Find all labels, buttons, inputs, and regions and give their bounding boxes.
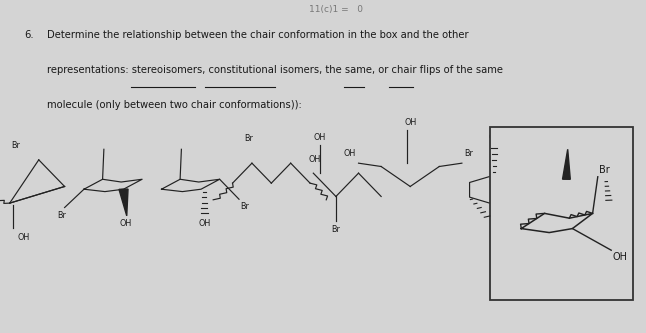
Bar bbox=[490, 127, 633, 300]
Text: Determine the relationship between the chair conformation in the box and the oth: Determine the relationship between the c… bbox=[47, 30, 468, 40]
Text: Br: Br bbox=[57, 211, 66, 220]
Text: Br: Br bbox=[609, 206, 618, 215]
Text: representations: stereoisomers, constitutional isomers, the same, or chair flips: representations: stereoisomers, constitu… bbox=[47, 65, 503, 75]
Text: OH: OH bbox=[309, 155, 321, 165]
Text: Br: Br bbox=[244, 134, 253, 143]
Text: 6.: 6. bbox=[25, 30, 34, 40]
Text: OH: OH bbox=[343, 149, 355, 158]
Polygon shape bbox=[563, 149, 570, 179]
Text: Br: Br bbox=[240, 202, 249, 211]
Text: OH: OH bbox=[18, 233, 30, 242]
Text: Br: Br bbox=[464, 149, 473, 158]
Text: Br: Br bbox=[11, 141, 20, 150]
Text: OH: OH bbox=[120, 219, 132, 228]
Text: Br: Br bbox=[568, 228, 576, 237]
Text: molecule (only between two chair conformations)):: molecule (only between two chair conform… bbox=[47, 100, 301, 110]
Text: OH: OH bbox=[612, 252, 627, 262]
Text: OH: OH bbox=[404, 118, 416, 127]
Text: OH: OH bbox=[314, 133, 326, 142]
Text: Br: Br bbox=[331, 225, 340, 234]
Polygon shape bbox=[119, 189, 128, 216]
Text: 11(c)1 =   0: 11(c)1 = 0 bbox=[309, 5, 363, 14]
Text: O: O bbox=[616, 199, 622, 208]
Text: Br: Br bbox=[599, 165, 610, 175]
Text: OH: OH bbox=[198, 219, 211, 228]
Text: OH: OH bbox=[488, 133, 500, 142]
Text: Br: Br bbox=[490, 222, 499, 231]
